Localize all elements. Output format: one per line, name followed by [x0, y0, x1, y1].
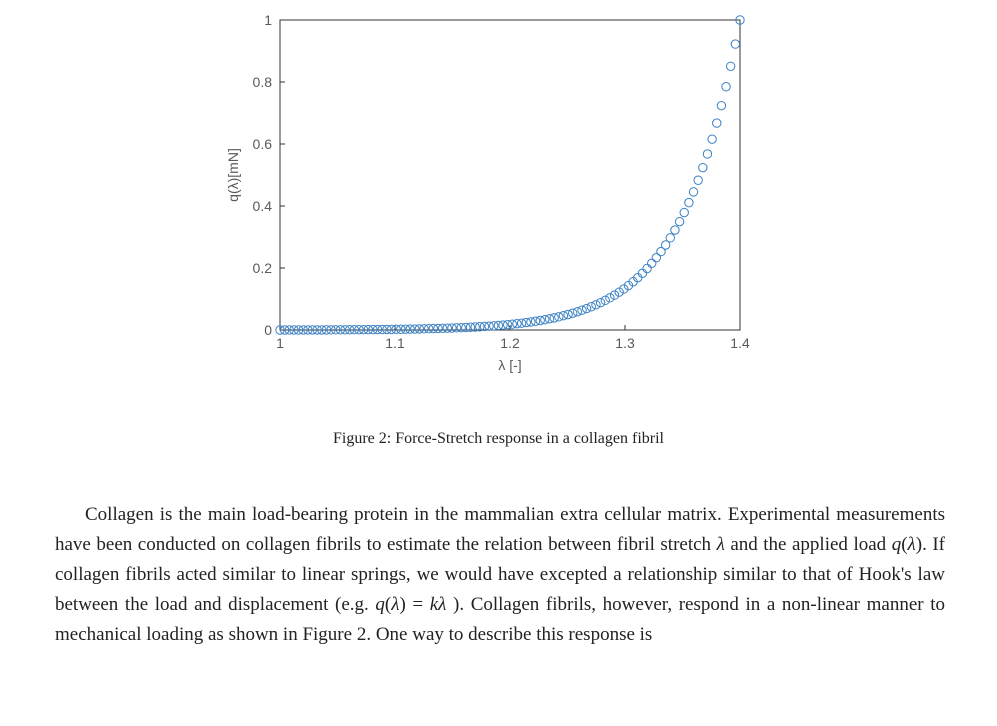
- svg-text:q(λ)[mN]: q(λ)[mN]: [225, 148, 241, 202]
- svg-text:0: 0: [264, 322, 272, 338]
- svg-text:1: 1: [276, 335, 284, 351]
- force-stretch-chart: 1 1.1 1.2 1.3 1.4 0 0.2 0.4 0.6 0.8 1 λ [-] q(λ)[mN]: [220, 10, 760, 390]
- svg-text:0.8: 0.8: [253, 74, 273, 90]
- svg-text:1.1: 1.1: [385, 335, 405, 351]
- svg-text:1.4: 1.4: [730, 335, 750, 351]
- figure-caption: Figure 2: Force-Stretch response in a co…: [0, 430, 997, 448]
- page: 1 1.1 1.2 1.3 1.4 0 0.2 0.4 0.6 0.8 1 λ [-] q(λ)[mN]…: [0, 0, 997, 726]
- svg-text:0.4: 0.4: [253, 198, 273, 214]
- svg-text:1.3: 1.3: [615, 335, 635, 351]
- svg-text:λ [-]: λ [-]: [498, 357, 521, 373]
- svg-text:0.2: 0.2: [253, 260, 273, 276]
- svg-text:1.2: 1.2: [500, 335, 520, 351]
- svg-text:0.6: 0.6: [253, 136, 273, 152]
- body-paragraph: Collagen is the main load-bearing protei…: [55, 500, 945, 650]
- svg-text:1: 1: [264, 12, 272, 28]
